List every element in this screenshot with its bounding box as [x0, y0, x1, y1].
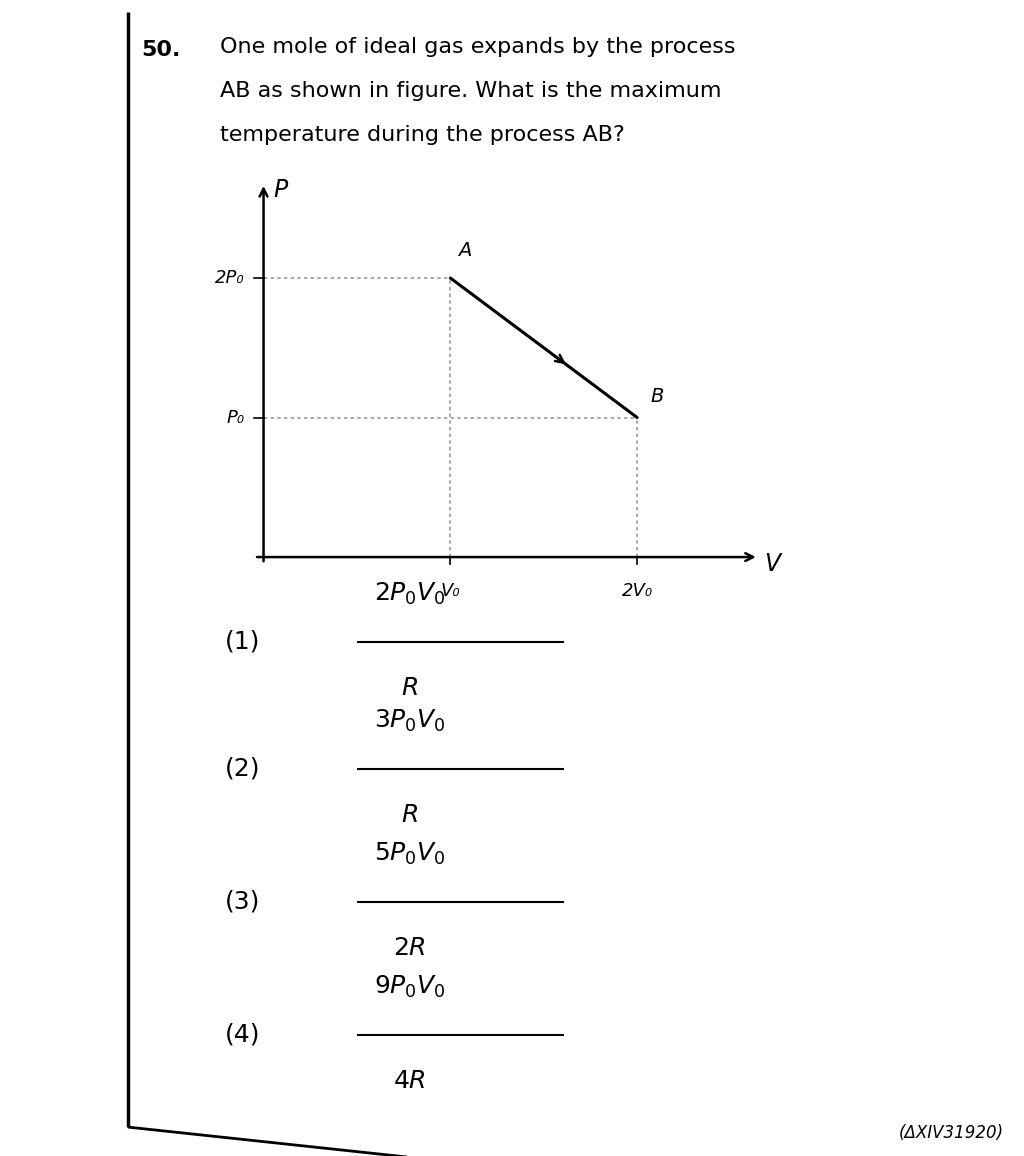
Text: (4): (4): [225, 1023, 261, 1046]
Text: V₀: V₀: [440, 583, 460, 600]
Text: AB as shown in figure. What is the maximum: AB as shown in figure. What is the maxim…: [220, 81, 722, 101]
Text: $2R$: $2R$: [393, 936, 426, 961]
Text: $4R$: $4R$: [393, 1069, 426, 1094]
Text: temperature during the process AB?: temperature during the process AB?: [220, 125, 625, 144]
Text: P: P: [272, 178, 287, 201]
Text: One mole of ideal gas expands by the process: One mole of ideal gas expands by the pro…: [220, 37, 735, 57]
Text: (1): (1): [225, 630, 261, 653]
Text: $R$: $R$: [401, 803, 418, 828]
Text: (2): (2): [225, 757, 261, 780]
Text: (ΔXIV31920): (ΔXIV31920): [898, 1124, 1004, 1142]
Text: V: V: [764, 553, 780, 576]
Text: 50.: 50.: [141, 40, 180, 60]
Text: $R$: $R$: [401, 676, 418, 701]
Text: 2V₀: 2V₀: [622, 583, 652, 600]
Text: $2P_0V_0$: $2P_0V_0$: [374, 580, 445, 607]
Text: 2P₀: 2P₀: [215, 269, 245, 287]
Text: B: B: [650, 387, 664, 407]
Text: $5P_0V_0$: $5P_0V_0$: [374, 840, 445, 867]
Text: A: A: [458, 240, 471, 260]
Text: P₀: P₀: [226, 408, 245, 427]
Text: $9P_0V_0$: $9P_0V_0$: [374, 973, 445, 1000]
Text: $3P_0V_0$: $3P_0V_0$: [374, 707, 445, 734]
Text: (3): (3): [225, 890, 261, 913]
